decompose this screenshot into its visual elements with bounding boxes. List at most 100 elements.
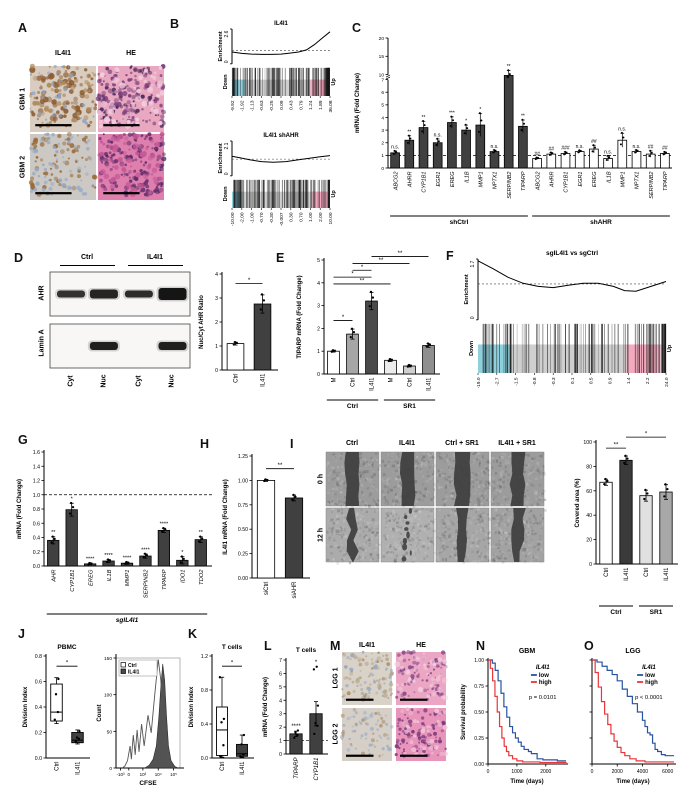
lgg1-il4i1-ihc-image [341,650,394,705]
svg-text:3: 3 [279,712,282,718]
svg-text:Ctrl: Ctrl [610,609,621,616]
svg-text:**: ** [422,115,426,121]
blot-group-il4i1: IL4I1 [147,254,163,261]
panel-A-col-header-il4i1: IL4I1 [55,50,71,57]
lgg2-he-image [394,707,448,761]
svg-text:0.50: 0.50 [238,527,248,533]
wound-col-ctrl-sr1: Ctrl + SR1 [445,440,479,447]
svg-text:*: * [342,315,345,321]
svg-text:IL4I1: IL4I1 [370,377,376,391]
svg-text:3: 3 [215,296,218,302]
svg-text:***: *** [449,110,455,116]
svg-text:0: 0 [215,368,218,374]
panel-B-label: B [170,17,180,31]
svg-text:0: 0 [591,769,594,775]
svg-text:7: 7 [279,658,282,664]
svg-text:-9.92: -9.92 [230,100,236,111]
svg-text:**: ** [507,64,511,70]
svg-text:sgIL4I1: sgIL4I1 [116,617,139,624]
svg-text:100: 100 [104,693,112,699]
blot-lane-label-nuc-1: Nuc [100,374,108,388]
svg-text:**: ** [360,278,365,284]
svg-text:1.6: 1.6 [33,450,40,456]
svg-text:0.8: 0.8 [201,688,208,694]
svg-text:0: 0 [589,562,592,568]
svg-text:1.00: 1.00 [308,212,314,222]
svg-text:10³: 10³ [140,772,147,777]
svg-text:-1.5: -1.5 [513,377,519,386]
svg-text:2: 2 [215,320,218,326]
svg-text:0: 0 [128,772,131,777]
panel-L: L T cells 0 1 2 3 4 5 6 7 mRNA (Fold Change) **** T… [258,628,330,804]
svg-text:IL4I1: IL4I1 [624,567,630,581]
svg-text:-2.7: -2.7 [495,377,501,386]
svg-text:**: ** [199,530,204,536]
svg-text:4: 4 [381,115,384,121]
svg-text:-0.8: -0.8 [532,377,538,386]
panel-H-label: H [200,437,210,451]
gbm2-il4i1-ihc-image [28,131,98,200]
svg-text:##: ## [549,146,555,152]
svg-text:1: 1 [215,344,218,350]
svg-text:40: 40 [586,513,592,519]
svg-text:60: 60 [586,489,592,495]
svg-text:36.08: 36.08 [328,100,334,112]
svg-text:###: ### [561,146,570,152]
panel-A-label: A [18,21,28,35]
svg-text:4: 4 [215,272,218,278]
wound-image-12h-ctrl [325,507,382,565]
svg-text:Survival probability: Survival probability [461,683,467,739]
svg-text:Down: Down [469,340,475,356]
svg-text:0.6: 0.6 [35,680,42,686]
svg-text:****: **** [104,553,113,559]
svg-text:-0.007: -0.007 [279,212,285,226]
panel-M-label: M [330,639,341,653]
blot-band-label-lamin-a: Lamin A [38,329,46,357]
svg-text:TIPARP: TIPARP [162,569,168,590]
svg-text:*: * [465,119,467,125]
svg-text:2000: 2000 [540,769,551,775]
mrna-fold-change-bar-chart: 0 1 2 3 4 5 6 710 15 20 mRNA (Fold Change) n.s. ABCG… [355,36,672,226]
svg-text:Nuc/Cyt AHR Ratio: Nuc/Cyt AHR Ratio [199,295,205,349]
gbm2-he-image [97,131,167,200]
panel-J: J PBMC 0.0 0.2 0.4 0.6 0.8 Division Index Ctrl I… [10,628,186,804]
svg-text:-0.3: -0.3 [551,377,557,386]
panel-K-label: K [188,627,198,641]
svg-text:Enrichment: Enrichment [218,143,224,173]
svg-text:CYP1B1: CYP1B1 [422,172,428,193]
svg-text:MMP1: MMP1 [479,172,485,188]
svg-text:7: 7 [381,77,384,83]
svg-text:5: 5 [381,103,384,109]
wound-image-0h-il4i1 [380,451,437,509]
panel-O-label: O [584,639,594,653]
panel-A-col-header-he: HE [126,50,136,57]
svg-text:0: 0 [109,766,112,772]
svg-text:IL4I1: IL4I1 [427,377,433,391]
panel-G: G 0.0 0.2 0.4 0.6 0.8 1.0 1.2 1.4 1.6 mRNA (Fold … [12,428,220,630]
svg-text:0.5: 0.5 [589,377,595,384]
wound-image-0h-ctrl [325,451,382,509]
svg-text:-19.0: -19.0 [476,377,482,388]
svg-text:Count: Count [97,704,103,721]
svg-text:SR1: SR1 [403,403,416,410]
tiparp-mrna-bar-chart: 0 1 2 3 4 5 TIPARP mRNA (Fold Change) M Ctrl IL4I… [297,251,440,410]
blot-lane-label-cyt-1: Cyt [67,375,75,387]
svg-text:1: 1 [279,739,282,745]
svg-text:0.9: 0.9 [607,377,613,384]
svg-text:5: 5 [317,258,320,264]
svg-text:4: 4 [317,281,320,287]
svg-text:*: * [315,660,318,666]
svg-text:SERPINB2: SERPINB2 [507,172,513,199]
svg-text:EREG: EREG [450,171,456,187]
svg-text:siCtrl: siCtrl [264,582,270,596]
svg-text:##: ## [662,146,668,152]
svg-text:NPTX1: NPTX1 [493,172,499,190]
svg-text:-1.92: -1.92 [240,100,246,111]
svg-text:0.0: 0.0 [35,756,42,762]
svg-text:0: 0 [381,166,384,172]
svg-text:0.75: 0.75 [474,684,484,690]
svg-text:50: 50 [107,729,113,735]
gbm-survival-curve: GBM 0.00 0.25 0.50 0.75 1.00 Survival probabil… [461,648,568,785]
svg-text:IDO1: IDO1 [181,570,187,584]
panel-M-col-header-il4i1: IL4I1 [359,642,375,649]
